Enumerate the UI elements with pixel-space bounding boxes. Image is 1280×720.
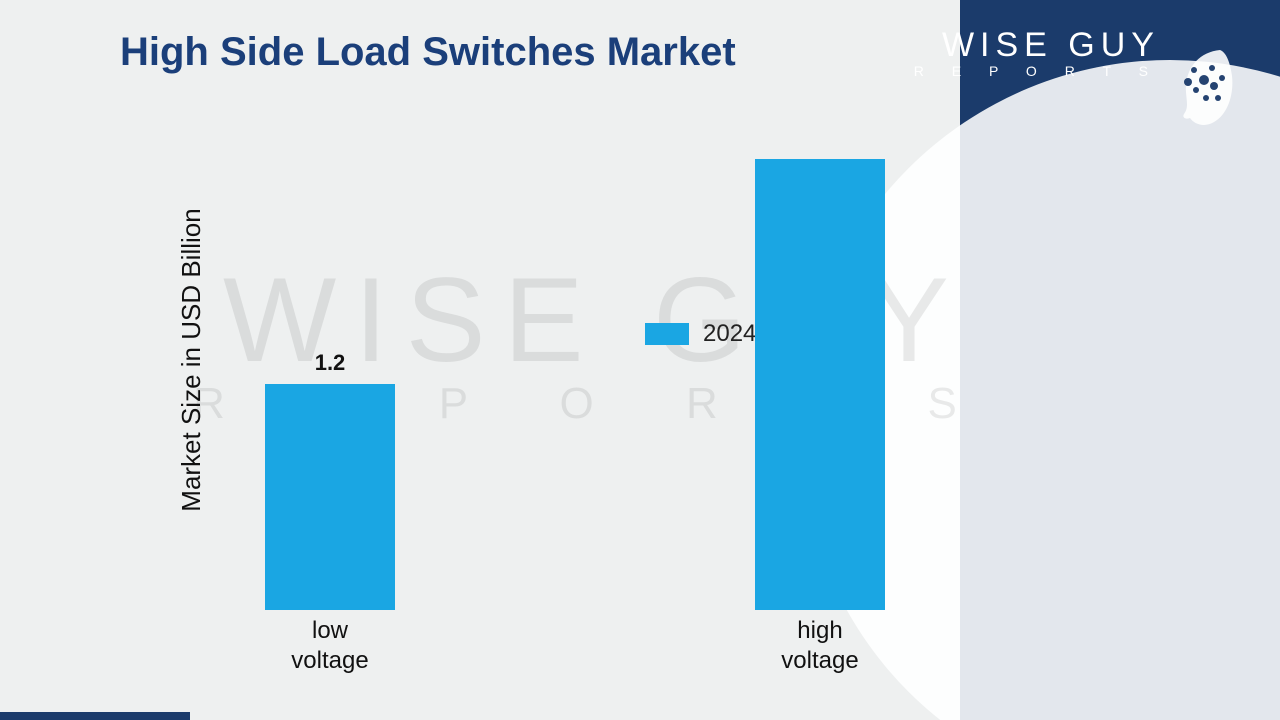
bar — [755, 159, 885, 610]
brand-logo: WISE GUY R E P O R T S — [914, 26, 1250, 79]
chart-title: High Side Load Switches Market — [120, 30, 736, 75]
brand-line2: R E P O R T S — [914, 63, 1160, 79]
bar-value-label: 1.2 — [315, 350, 346, 376]
legend-label: 2024 — [703, 320, 756, 348]
bottom-accent-bar — [0, 712, 190, 720]
category-label: high voltage — [781, 616, 858, 676]
chart-frame: WISE GUY R E P O R T S WISE GUY R E P O … — [0, 0, 1280, 720]
bar — [265, 384, 395, 610]
category-label: low voltage — [291, 616, 368, 676]
plot-area: 2024 1.2 — [140, 120, 1060, 610]
legend: 2024 — [645, 320, 756, 348]
legend-swatch — [645, 323, 689, 345]
brand-line1: WISE GUY — [914, 26, 1160, 65]
